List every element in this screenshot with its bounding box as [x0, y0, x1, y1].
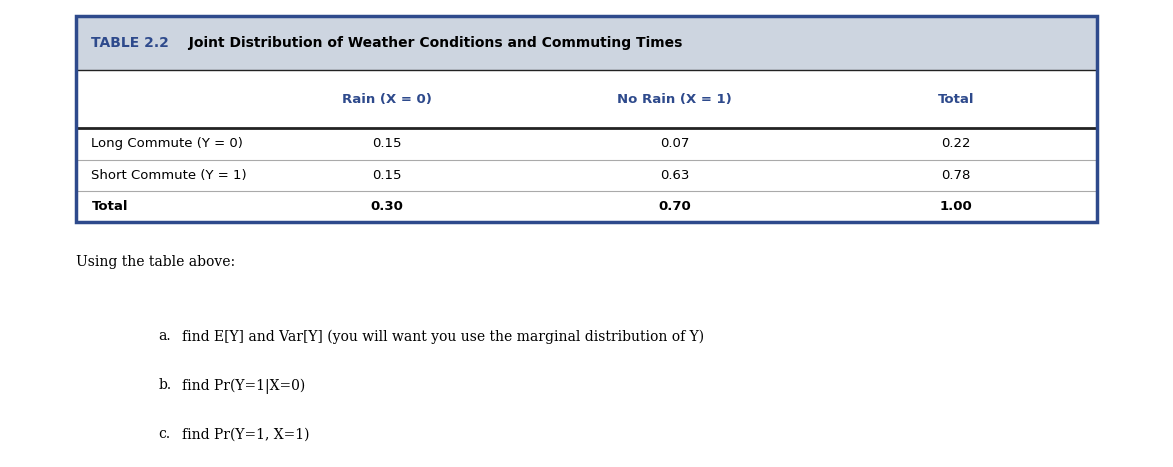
Text: 0.07: 0.07 — [659, 137, 690, 150]
Text: a.: a. — [158, 329, 171, 343]
Text: find Pr(Y=1, X=1): find Pr(Y=1, X=1) — [182, 427, 310, 441]
Text: c.: c. — [158, 427, 170, 441]
Text: 1.00: 1.00 — [940, 200, 972, 213]
Text: b.: b. — [158, 378, 171, 392]
Text: Long Commute (Y = 0): Long Commute (Y = 0) — [91, 137, 243, 150]
Text: 0.15: 0.15 — [372, 137, 402, 150]
Text: 0.78: 0.78 — [941, 169, 971, 182]
Text: No Rain (X = 1): No Rain (X = 1) — [617, 93, 732, 106]
Text: 0.63: 0.63 — [659, 169, 690, 182]
Text: 0.15: 0.15 — [372, 169, 402, 182]
Text: find E[Y] and Var[Y] (you will want you use the marginal distribution of Y): find E[Y] and Var[Y] (you will want you … — [182, 329, 704, 344]
Text: Rain (X = 0): Rain (X = 0) — [343, 93, 432, 106]
Text: Joint Distribution of Weather Conditions and Commuting Times: Joint Distribution of Weather Conditions… — [179, 36, 683, 50]
Text: TABLE 2.2: TABLE 2.2 — [91, 36, 169, 50]
Text: 0.70: 0.70 — [658, 200, 691, 213]
Text: 0.22: 0.22 — [941, 137, 971, 150]
Text: find Pr(Y=1|X=0): find Pr(Y=1|X=0) — [182, 378, 305, 394]
Text: 0.30: 0.30 — [371, 200, 404, 213]
Text: Using the table above:: Using the table above: — [76, 255, 236, 269]
Text: Short Commute (Y = 1): Short Commute (Y = 1) — [91, 169, 248, 182]
Text: Total: Total — [937, 93, 975, 106]
Text: Total: Total — [91, 200, 128, 213]
